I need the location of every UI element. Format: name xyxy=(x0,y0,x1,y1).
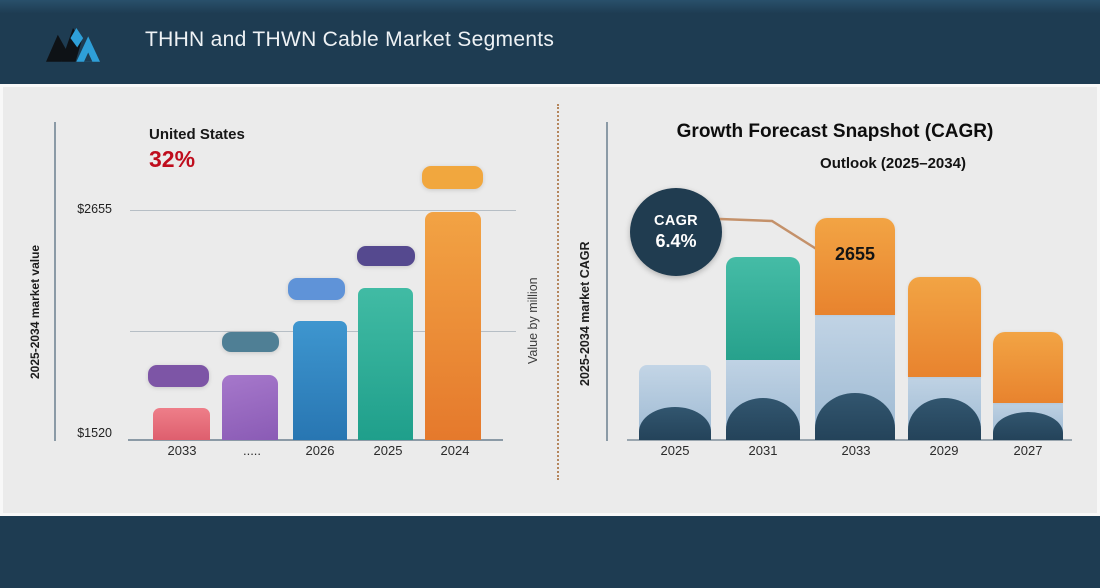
float-cap-dots xyxy=(222,332,279,352)
page-title: THHN and THWN Cable Market Segments xyxy=(145,28,555,51)
peak-value-label: 2655 xyxy=(834,244,876,264)
cagr-connector-line xyxy=(719,217,819,252)
footer-band: @ All Market Analysis Snapshot GlobalTHH… xyxy=(0,516,1100,588)
right-chart-y-axis-label: 2025-2034 market CAGR xyxy=(578,241,592,387)
left-cat-2033: 2033 xyxy=(167,443,197,458)
left-bar-2033 xyxy=(153,408,210,440)
cagr-badge: CAGR 6.4% xyxy=(630,188,722,276)
float-cap-2025 xyxy=(357,246,415,266)
right-chart-y-axis xyxy=(606,122,608,441)
left-cat-2024: 2024 xyxy=(440,443,470,458)
left-cat-2026: 2026 xyxy=(305,443,335,458)
rbar-2031-top xyxy=(726,257,800,360)
left-chart-tick-1520: $1520 xyxy=(77,426,112,440)
float-cap-2026 xyxy=(288,278,345,300)
rbar-2025-base xyxy=(639,407,711,440)
right-chart-subtitle: Outlook (2025–2034) xyxy=(820,155,966,172)
left-cat-2025: 2025 xyxy=(373,443,403,458)
right-cat-2027: 2027 xyxy=(1013,443,1043,458)
rbar-2027-top xyxy=(993,332,1063,403)
float-cap-2033 xyxy=(148,365,209,387)
rbar-2033-top xyxy=(815,218,895,315)
left-chart-secondary-axis-label: Value by million xyxy=(526,277,540,365)
right-cat-2031: 2031 xyxy=(748,443,778,458)
right-chart-title: Growth Forecast Snapshot (CAGR) xyxy=(676,121,994,142)
left-cat-dots: ..... xyxy=(242,443,262,458)
left-chart-gridline-top xyxy=(130,210,516,211)
rbar-2027-base xyxy=(993,412,1063,440)
country-label: United States xyxy=(149,126,245,143)
ama-logo-icon xyxy=(46,27,100,62)
left-chart-x-axis xyxy=(128,439,503,441)
country-share-value: 32% xyxy=(149,146,196,172)
left-bar-dots xyxy=(222,375,278,440)
cagr-badge-label: CAGR xyxy=(654,212,698,229)
header-band: THHN and THWN Cable Market Segments xyxy=(0,0,1100,84)
left-chart-y-axis xyxy=(54,122,56,441)
left-chart-tick-2655: $2655 xyxy=(77,202,112,216)
left-bar-2026 xyxy=(293,321,347,440)
section-divider xyxy=(557,104,559,480)
left-chart-y-axis-label: 2025-2034 market value xyxy=(28,244,42,380)
left-bar-2024 xyxy=(425,212,481,440)
left-bar-2025 xyxy=(358,288,413,440)
cagr-badge-value: 6.4% xyxy=(655,230,697,251)
right-cat-2029: 2029 xyxy=(929,443,959,458)
float-cap-2024 xyxy=(422,166,483,189)
right-cat-2025: 2025 xyxy=(660,443,690,458)
right-cat-2033: 2033 xyxy=(841,443,871,458)
rbar-2029-top xyxy=(908,277,981,377)
